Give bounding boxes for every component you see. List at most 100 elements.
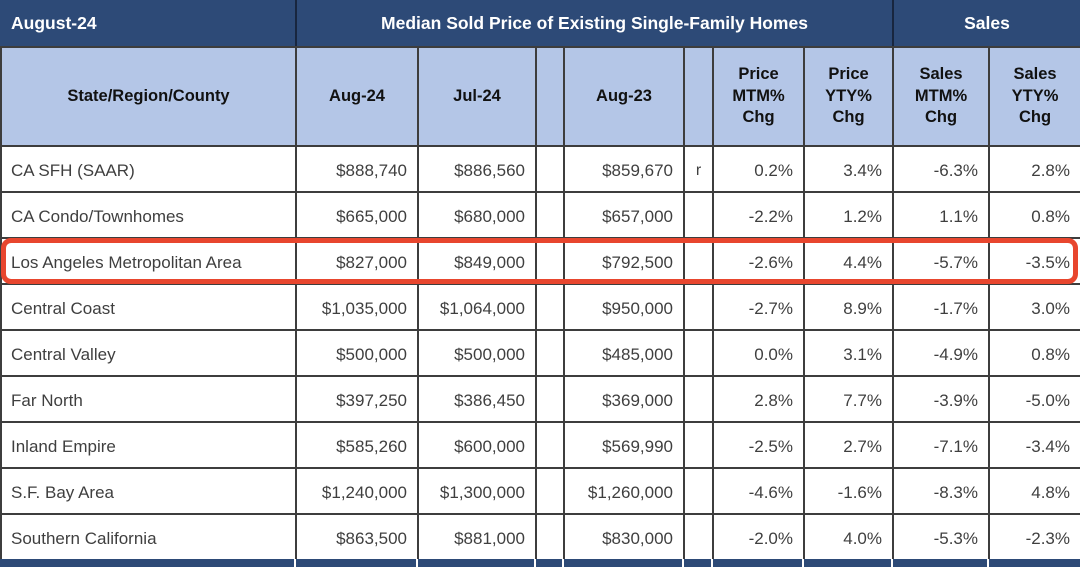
- sales-yty-cell: 2.8%: [988, 145, 1080, 193]
- sales-yty-cell: 4.8%: [988, 467, 1080, 515]
- median-price-table: State/Region/County Aug-24 Jul-24 Aug-23…: [0, 46, 1080, 561]
- sales-yty-cell: -3.5%: [988, 237, 1080, 285]
- period-label: August-24: [11, 12, 97, 33]
- spacer-cell: [535, 237, 565, 285]
- aug24-price-cell: $1,240,000: [295, 467, 419, 515]
- sales-mtm-cell: -7.1%: [892, 421, 990, 469]
- aug23-price-cell: $485,000: [563, 329, 685, 377]
- aug23-price-cell: $369,000: [563, 375, 685, 423]
- sales-mtm-cell: -5.7%: [892, 237, 990, 285]
- jul24-price-cell: $680,000: [417, 191, 537, 239]
- table-row: CA Condo/Townhomes $665,000 $680,000 $65…: [0, 191, 1080, 239]
- aug23-price-cell: $1,260,000: [563, 467, 685, 515]
- sales-yty-cell: 0.8%: [988, 329, 1080, 377]
- column-header-price-mtm: Price MTM% Chg: [712, 46, 805, 147]
- region-cell: Los Angeles Metropolitan Area: [0, 237, 297, 285]
- region-cell: Southern California: [0, 513, 297, 561]
- table-row: S.F. Bay Area $1,240,000 $1,300,000 $1,2…: [0, 467, 1080, 515]
- price-mtm-cell: -2.0%: [712, 513, 805, 561]
- sales-mtm-cell: -6.3%: [892, 145, 990, 193]
- aug24-price-cell: $585,260: [295, 421, 419, 469]
- price-yty-cell: 4.0%: [803, 513, 894, 561]
- price-mtm-cell: -2.6%: [712, 237, 805, 285]
- revision-flag: [683, 283, 714, 331]
- header-row: State/Region/County Aug-24 Jul-24 Aug-23…: [0, 46, 1080, 147]
- aug24-price-cell: $1,035,000: [295, 283, 419, 331]
- sales-yty-cell: -3.4%: [988, 421, 1080, 469]
- revision-flag: [683, 237, 714, 285]
- price-mtm-cell: 0.2%: [712, 145, 805, 193]
- revision-flag: r: [683, 145, 714, 193]
- jul24-price-cell: $881,000: [417, 513, 537, 561]
- aug23-price-cell: $792,500: [563, 237, 685, 285]
- jul24-price-cell: $386,450: [417, 375, 537, 423]
- sales-mtm-cell: 1.1%: [892, 191, 990, 239]
- region-cell: Far North: [0, 375, 297, 423]
- region-cell: CA SFH (SAAR): [0, 145, 297, 193]
- spacer-cell: [535, 513, 565, 561]
- table-row: Far North $397,250 $386,450 $369,000 2.8…: [0, 375, 1080, 423]
- column-header-aug23: Aug-23: [563, 46, 685, 147]
- column-header-price-yty: Price YTY% Chg: [803, 46, 894, 147]
- aug23-price-cell: $657,000: [563, 191, 685, 239]
- price-mtm-cell: -4.6%: [712, 467, 805, 515]
- aug24-price-cell: $500,000: [295, 329, 419, 377]
- price-yty-cell: 8.9%: [803, 283, 894, 331]
- aug24-price-cell: $665,000: [295, 191, 419, 239]
- price-mtm-cell: 2.8%: [712, 375, 805, 423]
- sales-mtm-cell: -8.3%: [892, 467, 990, 515]
- sales-mtm-cell: -1.7%: [892, 283, 990, 331]
- price-section-title: Median Sold Price of Existing Single-Fam…: [295, 0, 892, 46]
- price-yty-cell: 2.7%: [803, 421, 894, 469]
- aug24-price-cell: $888,740: [295, 145, 419, 193]
- sales-mtm-cell: -3.9%: [892, 375, 990, 423]
- spacer-header: [535, 46, 565, 147]
- jul24-price-cell: $1,064,000: [417, 283, 537, 331]
- column-header-jul24: Jul-24: [417, 46, 537, 147]
- jul24-price-cell: $1,300,000: [417, 467, 537, 515]
- sales-yty-cell: 0.8%: [988, 191, 1080, 239]
- table-row: Southern California $863,500 $881,000 $8…: [0, 513, 1080, 561]
- column-header-sales-yty: Sales YTY% Chg: [988, 46, 1080, 147]
- aug24-price-cell: $397,250: [295, 375, 419, 423]
- region-cell: Central Valley: [0, 329, 297, 377]
- revision-flag: [683, 467, 714, 515]
- revision-flag: [683, 513, 714, 561]
- aug23-price-cell: $830,000: [563, 513, 685, 561]
- aug24-price-cell: $863,500: [295, 513, 419, 561]
- spacer-cell: [535, 421, 565, 469]
- sales-yty-cell: -5.0%: [988, 375, 1080, 423]
- table-row: Central Valley $500,000 $500,000 $485,00…: [0, 329, 1080, 377]
- revision-flag: [683, 329, 714, 377]
- revision-flag: [683, 191, 714, 239]
- jul24-price-cell: $849,000: [417, 237, 537, 285]
- price-mtm-cell: -2.7%: [712, 283, 805, 331]
- spacer-cell: [535, 375, 565, 423]
- aug24-price-cell: $827,000: [295, 237, 419, 285]
- column-header-sales-mtm: Sales MTM% Chg: [892, 46, 990, 147]
- aug23-price-cell: $569,990: [563, 421, 685, 469]
- price-yty-cell: 4.4%: [803, 237, 894, 285]
- spacer-cell: [535, 467, 565, 515]
- jul24-price-cell: $886,560: [417, 145, 537, 193]
- price-mtm-cell: 0.0%: [712, 329, 805, 377]
- region-cell: Central Coast: [0, 283, 297, 331]
- table-row-highlighted: Los Angeles Metropolitan Area $827,000 $…: [0, 237, 1080, 285]
- price-yty-cell: 7.7%: [803, 375, 894, 423]
- sales-yty-cell: 3.0%: [988, 283, 1080, 331]
- aug23-price-cell: $859,670: [563, 145, 685, 193]
- spacer-cell: [535, 191, 565, 239]
- table-row: Inland Empire $585,260 $600,000 $569,990…: [0, 421, 1080, 469]
- table-row: CA SFH (SAAR) $888,740 $886,560 $859,670…: [0, 145, 1080, 193]
- price-yty-cell: 3.1%: [803, 329, 894, 377]
- region-cell: S.F. Bay Area: [0, 467, 297, 515]
- price-mtm-cell: -2.5%: [712, 421, 805, 469]
- sales-yty-cell: -2.3%: [988, 513, 1080, 561]
- spacer-cell: [535, 145, 565, 193]
- column-header-aug24: Aug-24: [295, 46, 419, 147]
- top-band: August-24 Median Sold Price of Existing …: [0, 0, 1080, 46]
- spacer-cell: [535, 329, 565, 377]
- revision-flag: [683, 421, 714, 469]
- flag-header: [683, 46, 714, 147]
